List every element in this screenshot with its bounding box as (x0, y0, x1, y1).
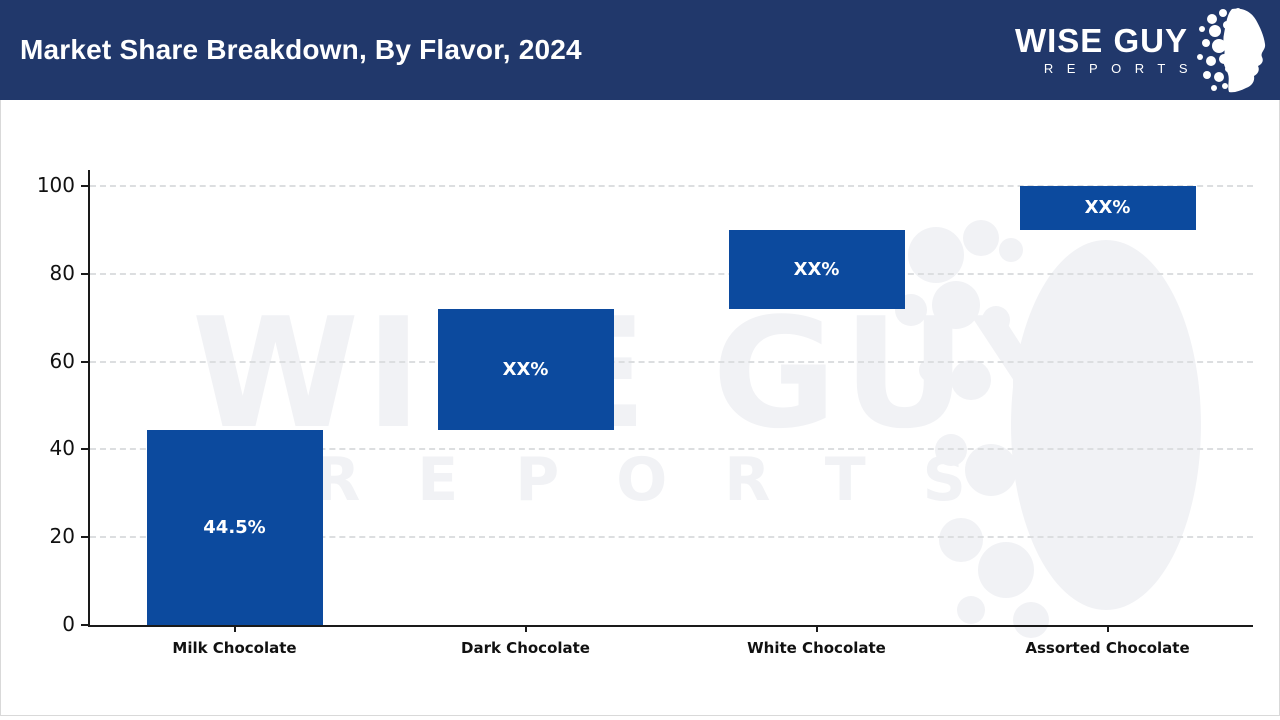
bar-dark-chocolate: XX% (437, 308, 614, 430)
x-category-label-3: White Chocolate (747, 639, 886, 657)
bar-value-label: 44.5% (203, 516, 266, 538)
x-category-label-2: Dark Chocolate (461, 639, 590, 657)
watermark-subtitle: REPORTS (314, 445, 1023, 515)
wiseguy-logo-text: WISE GUY REPORTS (1014, 22, 1188, 77)
bar-white-chocolate: XX% (728, 229, 905, 309)
x-tick-4 (1106, 625, 1109, 632)
x-axis-line (88, 625, 1253, 627)
y-tick-label-60: 60 (49, 348, 75, 373)
x-tick-2 (524, 625, 527, 632)
logo-wordmark: WISE GUY (1014, 22, 1188, 59)
y-tick-20 (81, 536, 88, 539)
wiseguy-face-icon (1197, 8, 1266, 93)
y-tick-40 (81, 448, 88, 451)
y-tick-0 (81, 624, 88, 626)
x-tick-3 (815, 625, 818, 632)
x-tick-1 (233, 625, 236, 632)
y-axis-line (88, 170, 90, 625)
bar-value-label: XX% (793, 258, 840, 280)
y-tick-80 (81, 272, 88, 275)
gridline-20 (90, 536, 1253, 539)
page-title: Market Share Breakdown, By Flavor, 2024 (20, 34, 582, 65)
bar-assorted-chocolate: XX% (1019, 186, 1196, 230)
y-tick-label-80: 80 (49, 260, 75, 285)
gridline-80 (90, 272, 1253, 275)
y-tick-label-20: 20 (49, 524, 75, 549)
chart-card: WISE GUY REPORTS 44.5% XX% XX% XX% 0 20 40 60 8… (0, 100, 1280, 716)
gridline-60 (90, 360, 1253, 363)
watermark-face-icon (895, 220, 1201, 638)
y-tick-label-40: 40 (49, 436, 75, 461)
bar-value-label: XX% (1084, 197, 1131, 219)
wiseguy-logo: WISE GUY REPORTS (1015, 6, 1268, 94)
x-category-label-4: Assorted Chocolate (1025, 639, 1190, 657)
y-tick-100 (81, 185, 88, 187)
gridline-100 (90, 185, 1253, 187)
y-tick-label-100: 100 (36, 173, 75, 197)
y-tick-label-0: 0 (62, 612, 75, 636)
logo-subtitle: REPORTS (1043, 61, 1201, 76)
x-category-label-1: Milk Chocolate (172, 639, 297, 657)
header-bar: Market Share Breakdown, By Flavor, 2024 … (0, 0, 1280, 100)
plot-area: WISE GUY REPORTS 44.5% XX% XX% XX% (1, 100, 1279, 715)
bar-value-label: XX% (502, 358, 549, 380)
bar-milk-chocolate: 44.5% (146, 429, 323, 625)
gridline-40 (90, 448, 1253, 451)
y-tick-60 (81, 360, 88, 363)
